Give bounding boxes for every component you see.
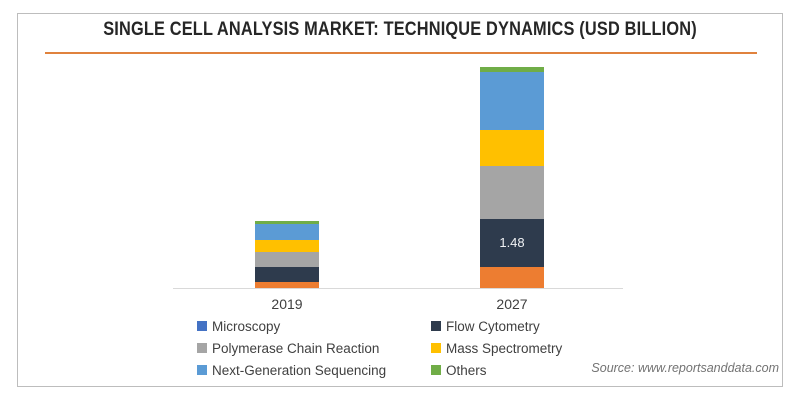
legend-swatch-polymerase-chain-reaction (197, 343, 207, 353)
legend-swatch-mass-spectrometry (431, 343, 441, 353)
chart-title: SINGLE CELL ANALYSIS MARKET: TECHNIQUE D… (103, 19, 697, 40)
bar-segment-others-2027 (480, 67, 544, 73)
legend-item-others: Others (431, 363, 641, 378)
legend-item-mass-spectrometry: Mass Spectrometry (431, 341, 641, 356)
bar-segment-next-generation-sequencing-2019 (255, 223, 319, 241)
bar-segment-next-generation-sequencing-2027 (480, 72, 544, 131)
bar-segment-flow-cytometry-2027: 1.48 (480, 218, 544, 267)
legend-swatch-flow-cytometry (431, 321, 441, 331)
legend-label-next-generation-sequencing: Next-Generation Sequencing (212, 362, 387, 378)
title-divider-rule (45, 52, 757, 54)
bar-segment-polymerase-chain-reaction-2027 (480, 166, 544, 219)
bar-segment-flow-cytometry-2019 (255, 266, 319, 282)
source-credit: Source: www.reportsanddata.com (591, 361, 779, 375)
legend-label-flow-cytometry: Flow Cytometry (446, 318, 540, 334)
bar-segment-microscopy-2027 (480, 266, 544, 288)
x-axis-line (173, 288, 623, 289)
chart-frame (17, 13, 783, 387)
legend-label-microscopy: Microscopy (212, 318, 281, 334)
legend-item-polymerase-chain-reaction: Polymerase Chain Reaction (197, 341, 431, 356)
legend-swatch-next-generation-sequencing (197, 365, 207, 375)
bar-segment-microscopy-2019 (255, 281, 319, 288)
bar-data-label: 1.48 (499, 235, 525, 251)
legend-item-microscopy: Microscopy (197, 319, 431, 334)
x-axis-label-2027: 2027 (496, 296, 528, 312)
legend-item-flow-cytometry: Flow Cytometry (431, 319, 641, 334)
legend-label-polymerase-chain-reaction: Polymerase Chain Reaction (212, 340, 380, 356)
bar-segment-mass-spectrometry-2027 (480, 130, 544, 167)
x-axis-label-2019: 2019 (271, 296, 303, 312)
bar-segment-polymerase-chain-reaction-2019 (255, 252, 319, 267)
legend: Microscopy Flow Cytometry Polymerase Chain… (197, 315, 641, 381)
legend-swatch-others (431, 365, 441, 375)
legend-item-next-generation-sequencing: Next-Generation Sequencing (197, 363, 431, 378)
legend-label-mass-spectrometry: Mass Spectrometry (446, 340, 563, 356)
legend-label-others: Others (446, 362, 487, 378)
bar-segment-mass-spectrometry-2019 (255, 240, 319, 253)
legend-swatch-microscopy (197, 321, 207, 331)
bar-segment-others-2019 (255, 220, 319, 224)
